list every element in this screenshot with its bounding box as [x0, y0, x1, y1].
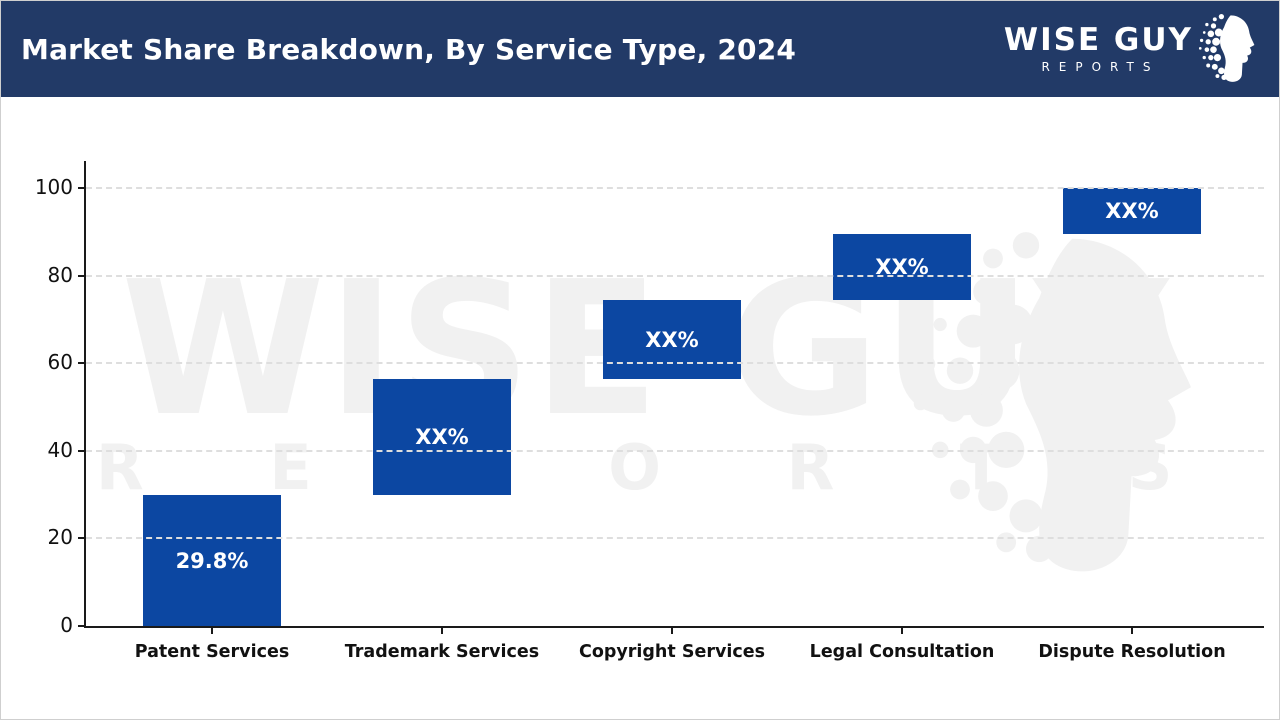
x-axis-spine: [84, 626, 1264, 628]
chart-area: WISE GUY R E P O R T S 0 20 40 60 80 100 29.8%…: [1, 97, 1279, 719]
y-tick-label-40: 40: [47, 437, 73, 462]
bar-legal-consultation: XX%: [833, 233, 971, 301]
logo-text: WISE GUY REPORTS: [1003, 22, 1193, 74]
y-tick-80: [78, 274, 86, 277]
x-category-label: Trademark Services: [344, 642, 540, 662]
x-tick-2: [671, 626, 673, 634]
wiseguy-logo: WISE GUY REPORTS: [1004, 12, 1261, 86]
bar-copyright-services: XX%: [603, 300, 741, 379]
x-category-label: Dispute Resolution: [1038, 642, 1226, 662]
x-tick-3: [901, 626, 903, 634]
y-tick-100: [78, 187, 86, 189]
bar-value-label: XX%: [415, 425, 469, 450]
gridline-100: [86, 187, 1264, 189]
y-tick-60: [78, 362, 86, 365]
gridline-60: [86, 362, 1264, 365]
y-tick-40: [78, 449, 86, 452]
y-tick-0: [78, 625, 86, 627]
wiseguy-head-icon: [1198, 14, 1255, 82]
gridline-20: [86, 537, 1264, 540]
chart-title: Market Share Breakdown, By Service Type,…: [21, 32, 797, 66]
bar-trademark-services: XX%: [373, 378, 511, 496]
y-tick-label-20: 20: [47, 525, 73, 550]
y-tick-label-60: 60: [47, 350, 73, 375]
y-tick-label-80: 80: [47, 262, 73, 287]
y-tick-label-0: 0: [60, 613, 73, 637]
bar-value-label: XX%: [1105, 198, 1159, 223]
y-tick-20: [78, 537, 86, 540]
gridline-40: [86, 449, 1264, 452]
bar-value-label: XX%: [645, 327, 699, 352]
gridline-80: [86, 274, 1264, 277]
bar-value-label: 29.8%: [175, 548, 249, 573]
x-tick-1: [441, 626, 443, 634]
logo-wordmark: WISE GUY: [1003, 22, 1193, 58]
header: Market Share Breakdown, By Service Type,…: [1, 1, 1279, 97]
y-axis-spine: [84, 161, 86, 628]
x-category-label: Copyright Services: [578, 642, 766, 662]
y-tick-label-100: 100: [34, 175, 73, 199]
logo-subtitle: REPORTS: [1041, 60, 1160, 74]
bar-dispute-resolution: XX%: [1063, 188, 1201, 234]
x-category-label: Legal Consultation: [809, 642, 995, 662]
plot: 0 20 40 60 80 100 29.8% Patent Services XX% Trade…: [1, 97, 1279, 719]
x-tick-0: [211, 626, 213, 634]
x-category-label: Patent Services: [134, 642, 290, 662]
bar-patent-services: 29.8%: [143, 495, 281, 626]
x-tick-4: [1131, 626, 1133, 634]
